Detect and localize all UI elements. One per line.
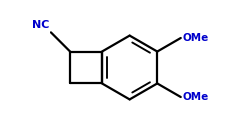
Text: NC: NC: [32, 20, 49, 30]
Text: OMe: OMe: [183, 92, 209, 102]
Text: OMe: OMe: [183, 33, 209, 43]
